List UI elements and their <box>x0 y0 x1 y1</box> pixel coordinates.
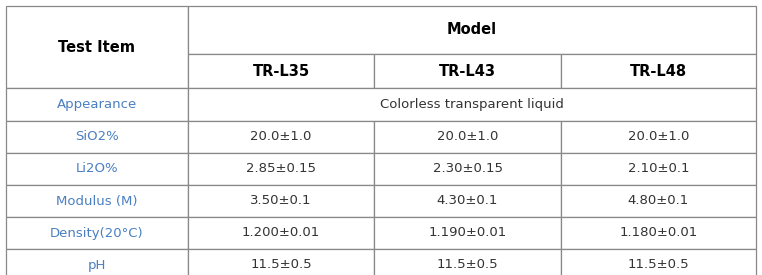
Bar <box>374 185 561 217</box>
Text: 11.5±0.5: 11.5±0.5 <box>437 258 498 271</box>
Text: TR-L43: TR-L43 <box>439 64 496 78</box>
Bar <box>561 185 756 217</box>
Text: 20.0±1.0: 20.0±1.0 <box>437 131 498 144</box>
Bar <box>188 6 756 54</box>
Text: 3.50±0.1: 3.50±0.1 <box>250 194 312 208</box>
Bar <box>188 153 374 185</box>
Bar <box>188 185 374 217</box>
Bar <box>188 249 374 275</box>
Text: Appearance: Appearance <box>57 98 137 111</box>
Bar <box>6 153 188 185</box>
Bar <box>188 121 374 153</box>
Text: 2.10±0.1: 2.10±0.1 <box>628 163 690 175</box>
Bar <box>6 185 188 217</box>
Bar <box>374 153 561 185</box>
Text: SiO2%: SiO2% <box>75 131 119 144</box>
Bar <box>188 54 374 88</box>
Bar <box>6 249 188 275</box>
Bar <box>374 54 561 88</box>
Text: TR-L48: TR-L48 <box>630 64 687 78</box>
Bar <box>188 88 756 121</box>
Text: pH: pH <box>88 258 106 271</box>
Text: 4.80±0.1: 4.80±0.1 <box>628 194 689 208</box>
Text: 1.190±0.01: 1.190±0.01 <box>428 227 507 240</box>
Text: 1.200±0.01: 1.200±0.01 <box>242 227 320 240</box>
Text: Colorless transparent liquid: Colorless transparent liquid <box>380 98 564 111</box>
Text: 20.0±1.0: 20.0±1.0 <box>628 131 689 144</box>
Bar <box>561 54 756 88</box>
Text: 4.30±0.1: 4.30±0.1 <box>437 194 498 208</box>
Text: 20.0±1.0: 20.0±1.0 <box>250 131 312 144</box>
Bar <box>6 121 188 153</box>
Bar <box>374 121 561 153</box>
Text: Test Item: Test Item <box>59 40 136 54</box>
Bar <box>6 217 188 249</box>
Text: Density(20°C): Density(20°C) <box>50 227 144 240</box>
Text: 1.180±0.01: 1.180±0.01 <box>620 227 698 240</box>
Bar <box>188 217 374 249</box>
Bar <box>6 6 188 88</box>
Text: Li2O%: Li2O% <box>75 163 118 175</box>
Text: TR-L35: TR-L35 <box>252 64 309 78</box>
Text: 11.5±0.5: 11.5±0.5 <box>628 258 690 271</box>
Bar <box>374 249 561 275</box>
Bar <box>561 153 756 185</box>
Text: 2.30±0.15: 2.30±0.15 <box>433 163 502 175</box>
Text: Modulus (M): Modulus (M) <box>56 194 138 208</box>
Bar <box>561 121 756 153</box>
Text: Model: Model <box>447 23 497 37</box>
Bar <box>561 249 756 275</box>
Text: 2.85±0.15: 2.85±0.15 <box>246 163 316 175</box>
Bar <box>561 217 756 249</box>
Bar <box>374 217 561 249</box>
Text: 11.5±0.5: 11.5±0.5 <box>250 258 312 271</box>
Bar <box>6 88 188 121</box>
